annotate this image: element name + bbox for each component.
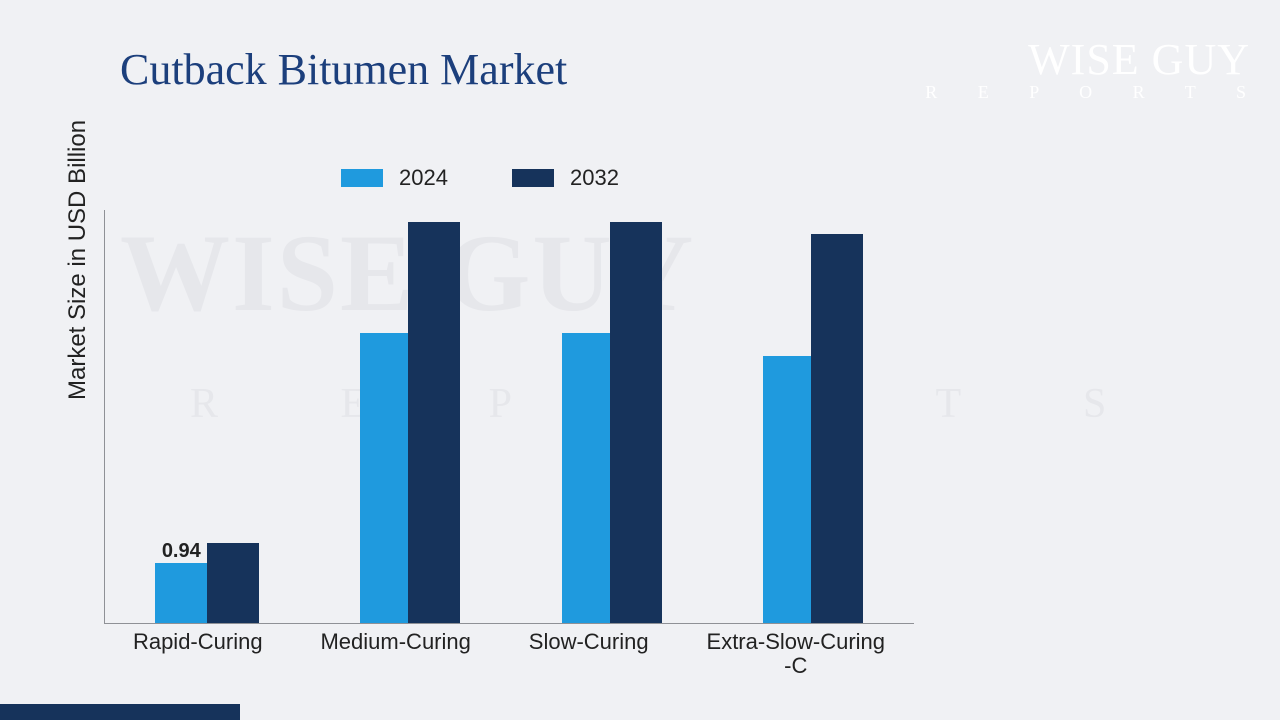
legend-item-2032: 2032 [512, 165, 619, 191]
bar [360, 333, 412, 623]
bar-group [763, 234, 863, 623]
bar [811, 234, 863, 623]
legend-label-2032: 2032 [570, 165, 619, 191]
legend-swatch-2024 [341, 169, 383, 187]
bar [155, 563, 207, 623]
bar-groups: 0.94 [104, 209, 914, 623]
bar-group: 0.94 [155, 543, 259, 623]
bar [207, 543, 259, 623]
legend-item-2024: 2024 [341, 165, 448, 191]
bar-group [360, 222, 460, 623]
legend-swatch-2032 [512, 169, 554, 187]
bar-group [562, 222, 662, 623]
brand-line2: R E P O R T S [925, 84, 1264, 100]
brand-logo-text: WISE GUY R E P O R T S [925, 40, 1250, 100]
bar [763, 356, 815, 624]
chart-title: Cutback Bitumen Market [120, 44, 567, 95]
brand-line1: WISE GUY [925, 40, 1250, 80]
x-axis-labels: Rapid-Curing Medium-Curing Slow-Curing Extr… [104, 630, 914, 678]
legend-label-2024: 2024 [399, 165, 448, 191]
x-tick-label: Rapid-Curing [133, 630, 263, 678]
chart-figure: WISE GUY R E P O R T S WISE GUY R E P O … [0, 0, 1280, 720]
x-tick-label: Extra-Slow-Curing -C [707, 630, 886, 678]
bar [610, 222, 662, 623]
plot-area: 0.94 [104, 210, 914, 624]
value-label: 0.94 [162, 540, 201, 563]
bar [562, 333, 614, 623]
x-axis [104, 623, 914, 624]
legend: 2024 2032 [0, 165, 960, 191]
x-tick-label: Slow-Curing [529, 630, 649, 678]
footer-accent-bar [0, 704, 240, 720]
x-tick-label: Medium-Curing [320, 630, 470, 678]
y-axis-label: Market Size in USD Billion [64, 120, 92, 400]
brand-panel [960, 0, 1280, 720]
bar [408, 222, 460, 623]
